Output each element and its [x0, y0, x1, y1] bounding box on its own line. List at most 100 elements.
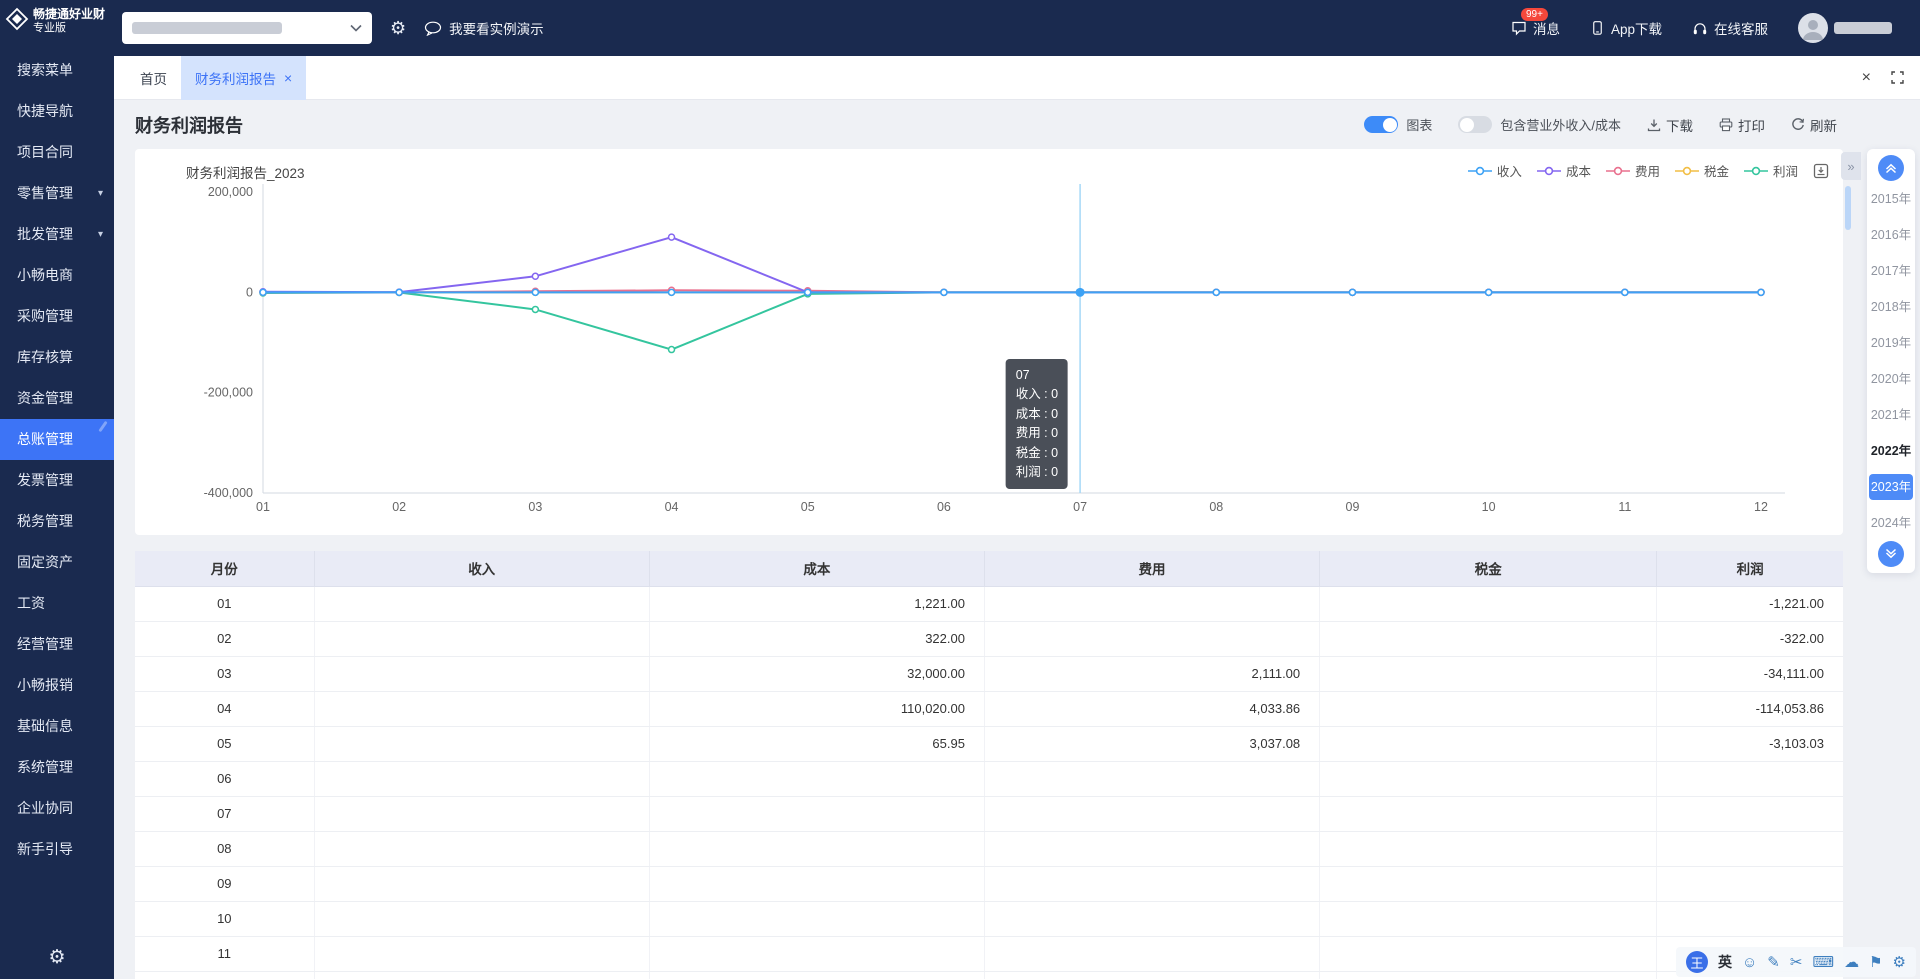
legend-item-利润[interactable]: 利润	[1743, 161, 1798, 180]
scissors-icon[interactable]: ✂	[1789, 953, 1803, 971]
tab-profit-report[interactable]: 财务利润报告 ×	[181, 55, 307, 100]
year-item-2015年[interactable]: 2015年	[1870, 192, 1912, 206]
svg-text:09: 09	[1346, 500, 1360, 514]
table-row[interactable]: 07	[135, 796, 1843, 832]
sidebar-item-采购管理[interactable]: 采购管理	[0, 296, 114, 337]
sidebar-item-小畅电商[interactable]: 小畅电商	[0, 255, 114, 296]
fullscreen-icon[interactable]	[1891, 71, 1904, 84]
sidebar-item-经营管理[interactable]: 经营管理	[0, 624, 114, 665]
brand: 畅捷通好业财 专业版	[0, 0, 114, 36]
app-download-button[interactable]: App下载	[1590, 18, 1662, 38]
table-row[interactable]: 05 65.95 3,037.08 -3,103.03	[135, 726, 1843, 762]
sidebar-item-小畅报销[interactable]: 小畅报销	[0, 665, 114, 706]
year-item-2022年[interactable]: 2022年	[1870, 444, 1912, 458]
table-row[interactable]: 09	[135, 866, 1843, 902]
demo-link-label: 我要看实例演示	[449, 22, 544, 37]
year-item-2024年[interactable]: 2024年	[1870, 516, 1912, 530]
online-support-button[interactable]: 在线客服	[1692, 18, 1768, 38]
tab-close-icon[interactable]: ×	[284, 69, 293, 86]
keyboard-icon[interactable]: ⌨	[1812, 953, 1835, 971]
table-row[interactable]: 10	[135, 901, 1843, 937]
sidebar-item-label: 基础信息	[17, 718, 73, 735]
refresh-button[interactable]: 刷新	[1791, 115, 1837, 135]
value-cell	[1319, 796, 1658, 832]
year-item-2020年[interactable]: 2020年	[1870, 372, 1912, 386]
svg-text:10: 10	[1482, 500, 1496, 514]
brand-subtitle: 专业版	[33, 22, 66, 34]
user-account[interactable]	[1798, 13, 1892, 43]
value-cell	[1319, 761, 1658, 797]
sidebar-settings-gear-icon[interactable]: ⚙	[48, 947, 66, 968]
flag-icon[interactable]: ⚑	[1869, 953, 1883, 971]
value-cell: 65.95	[649, 726, 985, 762]
year-panel-collapse-handle[interactable]: »	[1841, 152, 1861, 180]
org-select-redacted-text	[132, 22, 282, 34]
panel-scrollbar-thumb[interactable]	[1845, 186, 1851, 230]
org-select-dropdown[interactable]	[122, 12, 372, 44]
legend-marker-icon	[1536, 166, 1561, 175]
ime-language-label[interactable]: 英	[1717, 954, 1732, 970]
year-scroll-down-button[interactable]	[1878, 541, 1904, 567]
sidebar-item-label: 新手引导	[17, 841, 73, 858]
sidebar-item-库存核算[interactable]: 库存核算	[0, 337, 114, 378]
svg-text:06: 06	[937, 500, 951, 514]
messages-button[interactable]: 99+ 消息	[1511, 8, 1560, 38]
include-nonoperating-toggle[interactable]	[1458, 116, 1493, 133]
year-item-2018年[interactable]: 2018年	[1870, 300, 1912, 314]
sidebar-item-总账管理[interactable]: 总账管理	[0, 418, 114, 460]
table-row[interactable]: 01 1,221.00 -1,221.00	[135, 586, 1843, 622]
value-cell	[1319, 971, 1658, 979]
year-item-2023年[interactable]: 2023年	[1869, 474, 1913, 500]
sidebar-item-项目合同[interactable]: 项目合同	[0, 132, 114, 173]
sidebar-item-搜索菜单[interactable]: 搜索菜单	[0, 50, 114, 91]
sidebar-item-企业协同[interactable]: 企业协同	[0, 788, 114, 829]
legend-item-成本[interactable]: 成本	[1536, 161, 1591, 180]
chart-toggle[interactable]	[1364, 116, 1399, 133]
sidebar-item-批发管理[interactable]: 批发管理 ▾	[0, 214, 114, 255]
legend-item-费用[interactable]: 费用	[1605, 161, 1660, 180]
tab-home[interactable]: 首页	[126, 56, 181, 100]
close-all-tabs-icon[interactable]: ×	[1861, 68, 1871, 86]
sidebar-item-工资[interactable]: 工资	[0, 583, 114, 624]
year-item-2016年[interactable]: 2016年	[1870, 228, 1912, 242]
sidebar-item-系统管理[interactable]: 系统管理	[0, 747, 114, 788]
table-row[interactable]: 12	[135, 971, 1843, 979]
legend-item-税金[interactable]: 税金	[1674, 161, 1729, 180]
table-row[interactable]: 03 32,000.00 2,111.00 -34,111.00	[135, 656, 1843, 692]
year-scroll-up-button[interactable]	[1878, 155, 1904, 181]
download-button[interactable]: 下载	[1647, 115, 1693, 135]
cloud-icon[interactable]: ☁	[1844, 953, 1860, 971]
topbar-gear-icon[interactable]: ⚙	[390, 17, 407, 38]
legend-label: 利润	[1772, 165, 1798, 179]
table-row[interactable]: 04 110,020.00 4,033.86 -114,053.86	[135, 691, 1843, 727]
print-button[interactable]: 打印	[1719, 115, 1765, 135]
sidebar-item-零售管理[interactable]: 零售管理 ▾	[0, 173, 114, 214]
table-row[interactable]: 02 322.00 -322.00	[135, 621, 1843, 657]
emoji-icon[interactable]: ☺	[1741, 953, 1758, 971]
sidebar-item-新手引导[interactable]: 新手引导	[0, 829, 114, 870]
demo-link[interactable]: 我要看实例演示	[424, 18, 544, 38]
sidebar-item-固定资产[interactable]: 固定资产	[0, 542, 114, 583]
sidebar-item-税务管理[interactable]: 税务管理	[0, 501, 114, 542]
legend-item-收入[interactable]: 收入	[1467, 161, 1522, 180]
month-cell: 09	[135, 866, 315, 902]
year-item-2017年[interactable]: 2017年	[1870, 264, 1912, 278]
table-row[interactable]: 08	[135, 831, 1843, 867]
table-row[interactable]: 06	[135, 761, 1843, 797]
sidebar-item-资金管理[interactable]: 资金管理	[0, 378, 114, 419]
ime-settings-gear-icon[interactable]: ⚙	[1892, 953, 1906, 971]
tabbar: 首页 财务利润报告 × ×	[114, 55, 1920, 100]
year-item-2019年[interactable]: 2019年	[1870, 336, 1912, 350]
table-row[interactable]: 11	[135, 936, 1843, 972]
caret-down-icon: ▾	[97, 187, 103, 199]
month-cell: 08	[135, 831, 315, 867]
sidebar-item-发票管理[interactable]: 发票管理	[0, 460, 114, 501]
pencil-icon[interactable]: ✎	[1767, 953, 1780, 971]
month-cell: 01	[135, 586, 315, 622]
sidebar-item-基础信息[interactable]: 基础信息	[0, 706, 114, 747]
sidebar-item-快捷导航[interactable]: 快捷导航	[0, 91, 114, 132]
year-item-2021年[interactable]: 2021年	[1870, 408, 1912, 422]
save-as-image-icon[interactable]	[1813, 163, 1829, 179]
ime-logo-icon[interactable]: 王	[1685, 951, 1708, 973]
